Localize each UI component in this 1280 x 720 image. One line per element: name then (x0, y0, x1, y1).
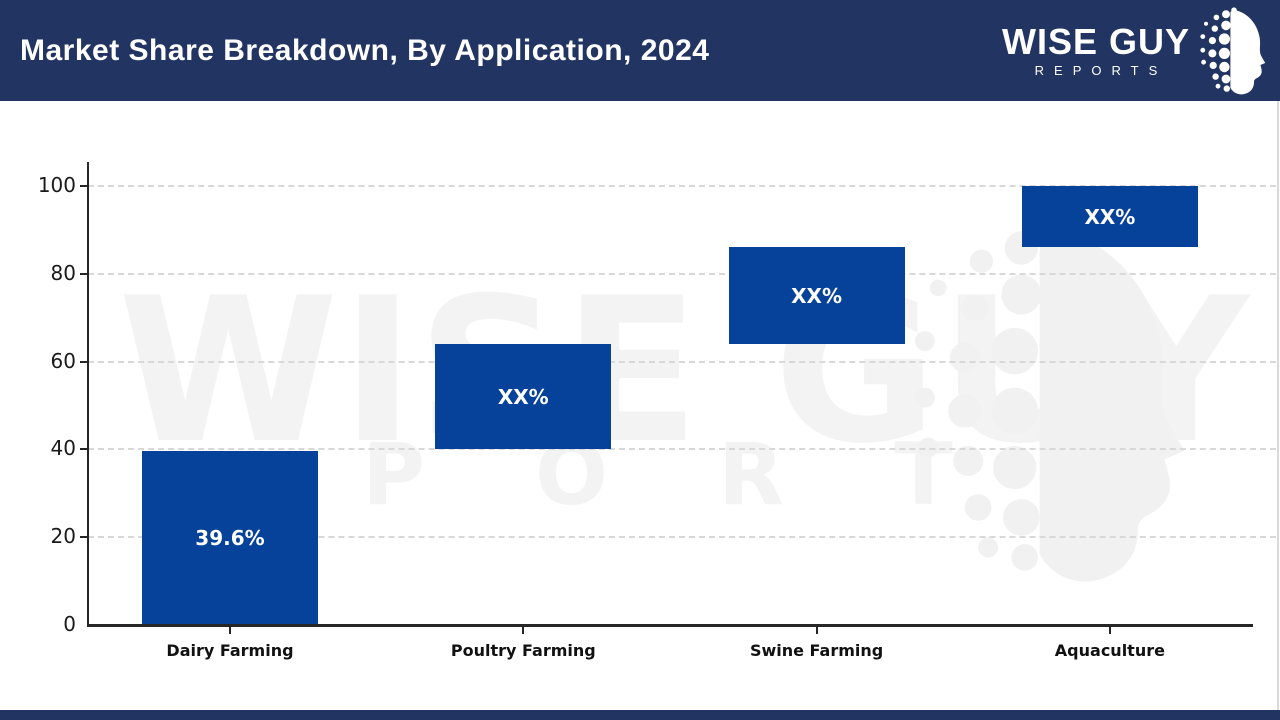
x-axis-tick (522, 627, 525, 634)
y-axis-tick-label: 100 (37, 173, 76, 197)
y-axis-tick (80, 185, 88, 187)
brand-face-icon (1200, 6, 1266, 94)
y-axis-tick-label: 80 (50, 260, 76, 285)
y-axis-tick (80, 448, 88, 451)
x-axis-category-label: Poultry Farming (450, 641, 596, 660)
brand-logo: WISE GUY REPORTS (1001, 6, 1280, 95)
x-axis-category-label: Aquaculture (1054, 641, 1165, 660)
y-axis-line (87, 162, 89, 627)
bar-aquaculture: XX% (1021, 186, 1198, 248)
x-axis-tick (229, 627, 231, 634)
y-axis-tick (80, 536, 88, 539)
y-axis-tick (80, 272, 88, 275)
bar-value-label: XX% (1084, 204, 1136, 229)
bar-swine-farming: XX% (728, 247, 905, 345)
page-title: Market Share Breakdown, By Application, … (20, 33, 710, 67)
gridline-20 (88, 536, 1276, 539)
brand-name: WISE GUY (1001, 20, 1190, 62)
header-bar: Market Share Breakdown, By Application, … (0, 0, 1280, 101)
footer-bar (0, 710, 1280, 720)
brand-subtitle: REPORTS (1034, 62, 1168, 78)
y-axis-tick (80, 360, 88, 363)
y-axis-tick-label: 40 (50, 436, 76, 461)
x-axis-tick (1108, 627, 1111, 634)
bar-poultry-farming: XX% (435, 344, 612, 450)
gridline-40 (88, 448, 1276, 451)
x-axis-tick (815, 627, 818, 634)
bar-value-label: XX% (791, 283, 843, 308)
y-axis-tick-label: 20 (50, 524, 76, 549)
brand-logo-text: WISE GUY REPORTS (1001, 20, 1190, 78)
y-axis-tick-label: 0 (63, 612, 76, 636)
x-axis-line (88, 624, 1253, 627)
bar-value-label: 39.6% (195, 526, 265, 551)
gridline-100 (88, 185, 1276, 187)
bar-value-label: XX% (497, 384, 549, 409)
x-axis-category-label: Swine Farming (749, 641, 884, 660)
gridline-80 (88, 272, 1276, 275)
x-axis-category-label: Dairy Farming (166, 641, 294, 660)
y-axis-tick-label: 60 (50, 348, 76, 373)
plot-right-border (1277, 101, 1279, 710)
gridline-60 (88, 360, 1276, 363)
bar-dairy-farming: 39.6% (142, 451, 318, 625)
